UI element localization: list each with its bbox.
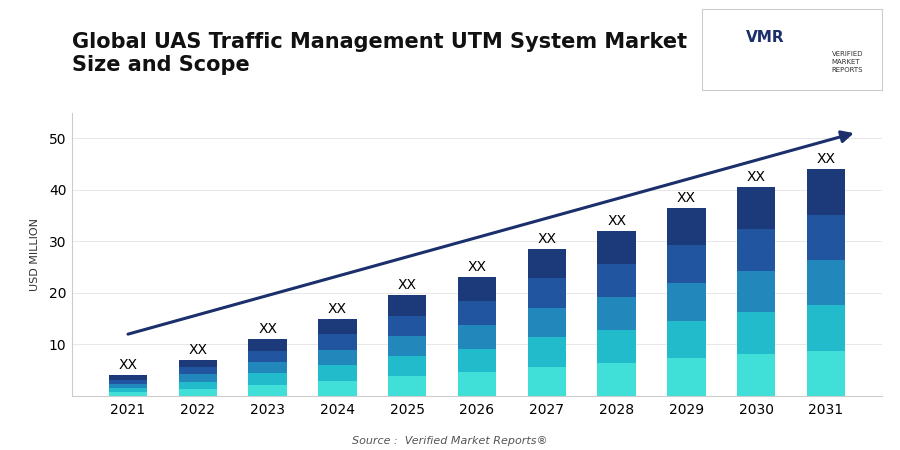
- Bar: [178, 389, 217, 396]
- Bar: [737, 312, 776, 354]
- Bar: [667, 208, 706, 246]
- Bar: [806, 260, 845, 305]
- Text: Source :  Verified Market Reports®: Source : Verified Market Reports®: [352, 436, 548, 446]
- Bar: [458, 278, 496, 301]
- Bar: [806, 215, 845, 260]
- Bar: [388, 376, 427, 396]
- Bar: [527, 337, 566, 367]
- Bar: [178, 382, 217, 389]
- Bar: [527, 367, 566, 396]
- Bar: [109, 388, 148, 392]
- Bar: [598, 231, 635, 264]
- Text: XX: XX: [816, 152, 835, 166]
- Bar: [178, 360, 217, 367]
- Bar: [388, 296, 427, 315]
- Bar: [178, 367, 217, 374]
- Bar: [388, 356, 427, 376]
- Bar: [109, 375, 148, 379]
- Bar: [248, 374, 287, 385]
- Bar: [598, 297, 635, 330]
- Bar: [806, 351, 845, 396]
- Bar: [806, 169, 845, 215]
- Bar: [598, 363, 635, 396]
- Text: XX: XX: [328, 302, 346, 315]
- Bar: [319, 334, 356, 350]
- Text: XX: XX: [608, 214, 626, 228]
- Bar: [598, 330, 635, 363]
- Text: VERIFIED
MARKET
REPORTS: VERIFIED MARKET REPORTS: [832, 51, 863, 72]
- Bar: [109, 384, 148, 388]
- Bar: [737, 354, 776, 396]
- Y-axis label: USD MILLION: USD MILLION: [31, 218, 40, 291]
- Text: XX: XX: [398, 279, 417, 292]
- Text: XX: XX: [188, 343, 207, 357]
- Bar: [458, 349, 496, 372]
- Bar: [527, 249, 566, 279]
- Bar: [388, 315, 427, 336]
- Bar: [737, 187, 776, 229]
- Bar: [806, 305, 845, 351]
- Text: XX: XX: [677, 191, 696, 205]
- Bar: [667, 246, 706, 283]
- Bar: [667, 321, 706, 358]
- Text: XX: XX: [747, 170, 766, 184]
- Bar: [598, 264, 635, 297]
- Bar: [248, 339, 287, 351]
- Bar: [109, 379, 148, 384]
- Text: VMR: VMR: [746, 30, 784, 45]
- Bar: [458, 372, 496, 396]
- Text: XX: XX: [258, 322, 277, 336]
- Bar: [737, 271, 776, 312]
- Bar: [667, 283, 706, 321]
- Bar: [737, 229, 776, 271]
- Bar: [109, 392, 148, 396]
- Bar: [458, 301, 496, 325]
- Bar: [667, 358, 706, 396]
- Bar: [527, 308, 566, 337]
- Bar: [248, 385, 287, 396]
- Bar: [319, 350, 356, 365]
- Bar: [527, 279, 566, 308]
- Bar: [319, 319, 356, 334]
- Bar: [319, 381, 356, 396]
- Bar: [388, 336, 427, 356]
- Bar: [319, 365, 356, 381]
- Bar: [248, 362, 287, 374]
- Bar: [458, 325, 496, 349]
- Text: XX: XX: [119, 358, 138, 372]
- Text: XX: XX: [467, 261, 487, 274]
- Bar: [248, 351, 287, 362]
- Text: Global UAS Traffic Management UTM System Market
Size and Scope: Global UAS Traffic Management UTM System…: [72, 32, 687, 75]
- Text: XX: XX: [537, 232, 556, 246]
- Bar: [178, 374, 217, 382]
